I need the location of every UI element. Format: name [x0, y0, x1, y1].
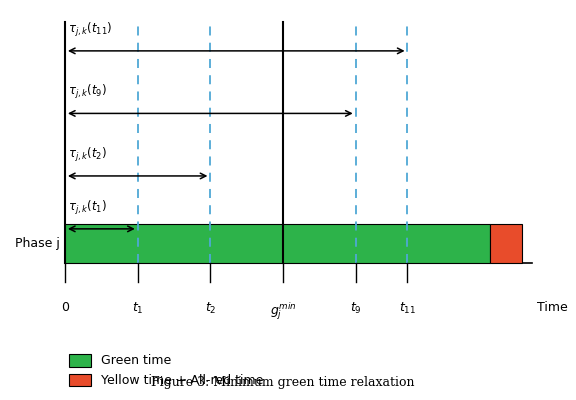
- Text: Figure 3: Minimum green time relaxation: Figure 3: Minimum green time relaxation: [151, 376, 415, 389]
- Text: Time: Time: [537, 301, 568, 314]
- Text: $t_{11}$: $t_{11}$: [399, 301, 416, 316]
- Text: $\tau_{j,k}(t_{2})$: $\tau_{j,k}(t_{2})$: [67, 146, 107, 164]
- Text: $g_j^{min}$: $g_j^{min}$: [270, 301, 296, 322]
- Text: $t_1$: $t_1$: [132, 301, 143, 316]
- Text: $t_2$: $t_2$: [204, 301, 216, 316]
- Text: Phase j: Phase j: [15, 237, 60, 250]
- Text: $\tau_{j,k}(t_{1})$: $\tau_{j,k}(t_{1})$: [67, 199, 107, 217]
- Text: $\tau_{j,k}(t_{9})$: $\tau_{j,k}(t_{9})$: [67, 83, 107, 101]
- Text: $t_9$: $t_9$: [350, 301, 362, 316]
- Legend: Green time, Yellow time + All-red time: Green time, Yellow time + All-red time: [65, 350, 267, 391]
- Bar: [491, 224, 522, 262]
- Text: $\tau_{j,k}(t_{11})$: $\tau_{j,k}(t_{11})$: [67, 21, 112, 39]
- Text: 0: 0: [61, 301, 69, 314]
- Bar: [65, 224, 491, 262]
